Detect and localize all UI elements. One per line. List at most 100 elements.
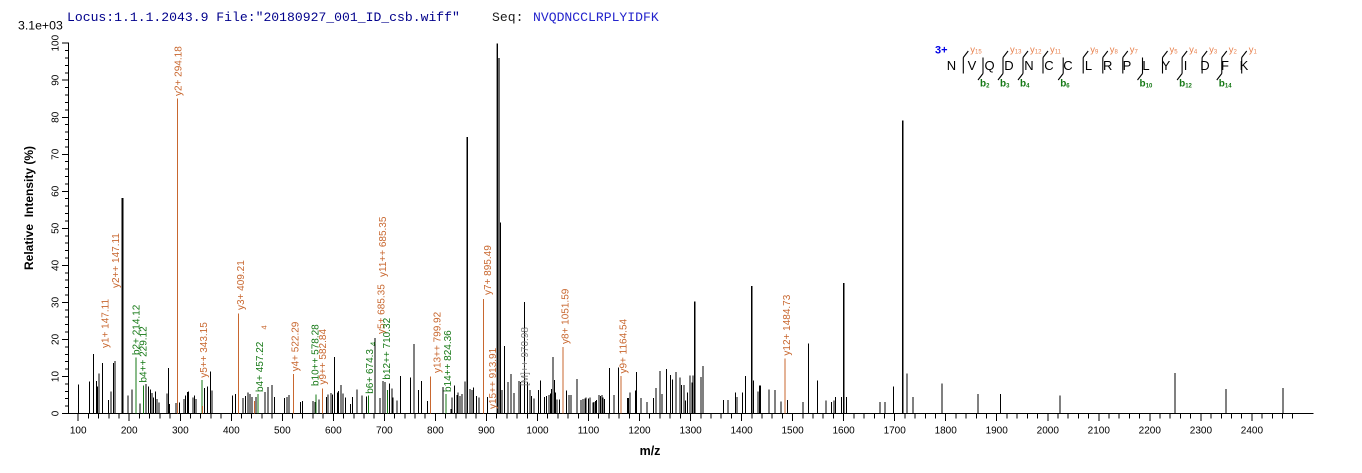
svg-text:b3: b3 [1000,79,1010,90]
svg-text:b14++ 824.36: b14++ 824.36 [443,330,454,392]
svg-text:y12+ 1484.73: y12+ 1484.73 [782,294,793,355]
svg-text:y13++ 799.92: y13++ 799.92 [433,311,444,373]
svg-text:200: 200 [121,426,138,437]
svg-text:2100: 2100 [1088,426,1111,437]
svg-text:Relative Intensity (%): Relative Intensity (%) [22,146,36,270]
svg-text:y9+ 1164.54: y9+ 1164.54 [618,318,629,373]
svg-text:y2: y2 [1229,45,1238,56]
svg-text:1400: 1400 [730,426,753,437]
svg-text:3+: 3+ [935,45,948,57]
svg-text:0: 0 [51,410,62,416]
svg-text:1300: 1300 [679,426,702,437]
svg-text:[M]++ 970.98: [M]++ 970.98 [520,327,531,386]
svg-text:1000: 1000 [526,426,549,437]
svg-text:L: L [1142,58,1149,73]
svg-text:P: P [1123,58,1132,73]
svg-text:500: 500 [274,426,291,437]
svg-text:b2+ 214.12: b2+ 214.12 [132,304,143,355]
svg-text:V: V [968,58,977,73]
svg-text:2200: 2200 [1139,426,1162,437]
svg-text:4: 4 [369,342,378,346]
svg-text:600: 600 [325,426,342,437]
svg-text:b12: b12 [1179,79,1192,90]
svg-text:10: 10 [51,371,62,383]
svg-text:C: C [1063,58,1072,73]
svg-text:N: N [1024,58,1033,73]
svg-text:b4+ 457.22: b4+ 457.22 [255,341,266,392]
svg-text:1900: 1900 [986,426,1009,437]
svg-text:y2+ 294.18: y2+ 294.18 [174,46,185,96]
svg-text:20: 20 [51,333,62,345]
svg-text:Q: Q [984,58,994,73]
svg-text:b6: b6 [1060,79,1070,90]
svg-text:2000: 2000 [1037,426,1060,437]
svg-text:y5++ 343.15: y5++ 343.15 [199,322,210,378]
svg-text:y7: y7 [1130,45,1139,56]
svg-text:y15: y15 [970,45,982,56]
svg-text:60: 60 [51,185,62,197]
svg-text:I: I [1184,58,1188,73]
svg-text:90: 90 [51,74,62,86]
svg-text:b12++ 710.32: b12++ 710.32 [382,317,393,379]
svg-text:F: F [1221,58,1229,73]
svg-text:K: K [1240,58,1249,73]
svg-text:y4+ 522.29: y4+ 522.29 [291,321,302,371]
svg-text:y7+ 895.49: y7+ 895.49 [483,245,494,295]
svg-text:N: N [947,58,956,73]
svg-text:y15++ 913.91: y15++ 913.91 [488,347,499,409]
svg-text:y3+ 409.21: y3+ 409.21 [236,260,247,310]
svg-text:y9: y9 [1090,45,1099,56]
svg-text:400: 400 [223,426,240,437]
svg-text:y1: y1 [1249,45,1258,56]
svg-text:100: 100 [70,426,87,437]
svg-text:y2++ 147.11: y2++ 147.11 [111,233,122,288]
svg-text:y12: y12 [1030,45,1042,56]
svg-text:L: L [1085,58,1092,73]
svg-text:b4++ 229.12: b4++ 229.12 [139,326,150,383]
svg-text:Seq:: Seq: [492,10,523,25]
svg-text:b4: b4 [1020,79,1030,90]
svg-text:100: 100 [51,34,62,51]
svg-text:y4: y4 [1189,45,1198,56]
svg-text:y5: y5 [1170,45,1179,56]
svg-text:R: R [1103,58,1112,73]
svg-text:80: 80 [51,111,62,123]
svg-text:y8+ 1051.59: y8+ 1051.59 [561,288,572,344]
svg-text:y11++ 685.35: y11++ 685.35 [378,216,389,277]
svg-text:40: 40 [51,259,62,271]
svg-text:2300: 2300 [1190,426,1213,437]
svg-text:Y: Y [1162,58,1171,73]
svg-text:Locus:1.1.1.2043.9 File:"20180: Locus:1.1.1.2043.9 File:"20180927_001_ID… [67,10,460,25]
svg-text:m/z: m/z [640,444,661,458]
svg-text:700: 700 [376,426,393,437]
svg-text:800: 800 [427,426,444,437]
svg-text:300: 300 [172,426,189,437]
svg-text:y5+ 685.35: y5+ 685.35 [377,284,388,334]
svg-text:NVQDNCCLRPLYIDFK: NVQDNCCLRPLYIDFK [533,10,659,25]
svg-text:1500: 1500 [781,426,804,437]
svg-text:900: 900 [478,426,495,437]
svg-text:50: 50 [51,222,62,234]
svg-text:b10++ 578.28: b10++ 578.28 [311,324,322,386]
svg-text:y8: y8 [1110,45,1119,56]
svg-text:3.1e+03: 3.1e+03 [18,19,63,33]
svg-text:30: 30 [51,296,62,308]
svg-text:4: 4 [260,325,269,329]
svg-text:70: 70 [51,148,62,160]
svg-text:1100: 1100 [578,426,600,437]
svg-text:1600: 1600 [832,426,855,437]
svg-text:y1+ 147.11: y1+ 147.11 [101,299,112,348]
svg-text:y13: y13 [1010,45,1022,56]
svg-text:1700: 1700 [884,426,907,437]
svg-text:C: C [1044,58,1053,73]
svg-text:b2: b2 [980,79,990,90]
svg-text:y9++ 582.84: y9++ 582.84 [318,329,329,385]
svg-text:D: D [1200,58,1209,73]
svg-text:y11: y11 [1050,45,1062,56]
svg-text:1800: 1800 [935,426,958,437]
svg-text:b10: b10 [1140,79,1153,90]
svg-text:2400: 2400 [1241,426,1264,437]
svg-text:y3: y3 [1209,45,1218,56]
svg-text:D: D [1004,58,1013,73]
svg-text:1200: 1200 [628,426,651,437]
